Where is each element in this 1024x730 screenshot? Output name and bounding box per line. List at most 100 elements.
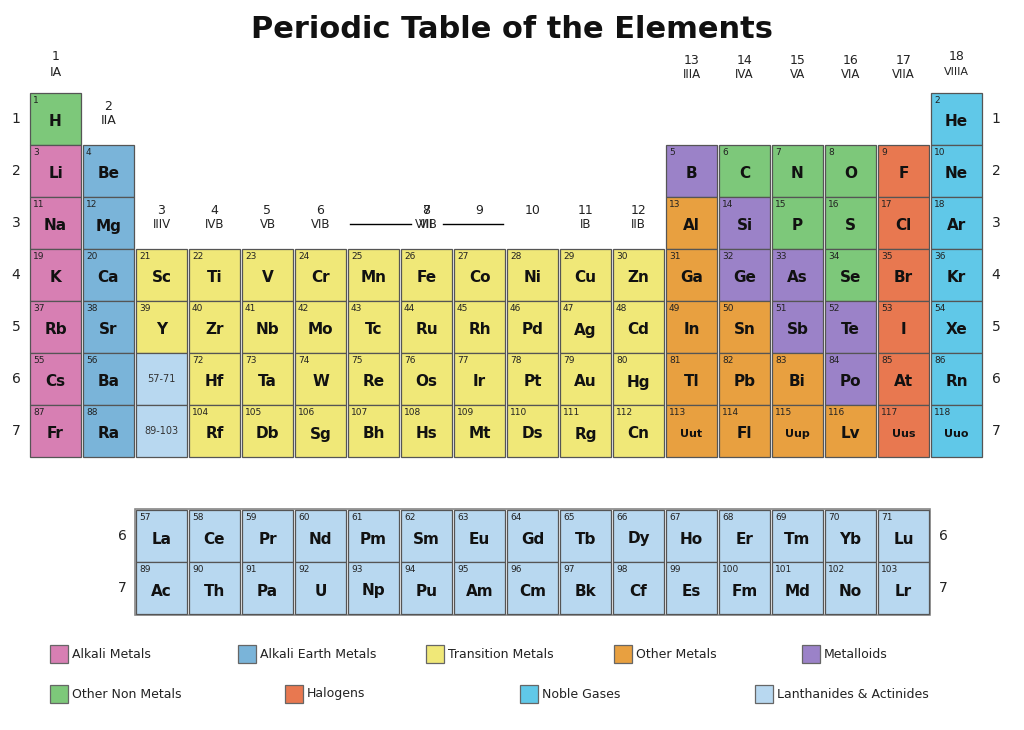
FancyBboxPatch shape: [83, 249, 134, 301]
Text: 37: 37: [33, 304, 44, 313]
Text: I: I: [901, 323, 906, 337]
Text: Fe: Fe: [417, 271, 436, 285]
Text: 59: 59: [245, 513, 256, 522]
Text: Lv: Lv: [841, 426, 860, 442]
Text: IIA: IIA: [100, 113, 117, 126]
FancyBboxPatch shape: [295, 353, 346, 405]
FancyBboxPatch shape: [825, 405, 876, 457]
FancyBboxPatch shape: [136, 301, 187, 353]
Text: Uus: Uus: [892, 429, 915, 439]
Text: 19: 19: [33, 252, 44, 261]
Text: 18: 18: [948, 50, 965, 64]
Text: 28: 28: [510, 252, 521, 261]
FancyBboxPatch shape: [136, 249, 187, 301]
FancyBboxPatch shape: [666, 145, 717, 197]
FancyBboxPatch shape: [426, 645, 444, 663]
Text: 16: 16: [828, 200, 840, 209]
Text: Alkali Metals: Alkali Metals: [72, 648, 151, 661]
Text: VIIIA: VIIIA: [944, 67, 969, 77]
Text: VB: VB: [259, 218, 275, 231]
Text: Alkali Earth Metals: Alkali Earth Metals: [260, 648, 377, 661]
Text: Uuo: Uuo: [944, 429, 969, 439]
FancyBboxPatch shape: [136, 510, 187, 562]
Text: 2: 2: [11, 164, 20, 178]
Text: 49: 49: [669, 304, 680, 313]
FancyBboxPatch shape: [878, 510, 929, 562]
FancyBboxPatch shape: [666, 405, 717, 457]
Text: 6: 6: [939, 529, 947, 543]
Text: 51: 51: [775, 304, 786, 313]
Text: S: S: [845, 218, 856, 234]
FancyBboxPatch shape: [719, 353, 770, 405]
Text: Ir: Ir: [473, 374, 486, 390]
Text: 73: 73: [245, 356, 256, 365]
FancyBboxPatch shape: [560, 405, 611, 457]
Text: 7: 7: [11, 424, 20, 438]
Text: 1: 1: [991, 112, 1000, 126]
Text: 40: 40: [193, 304, 204, 313]
Text: U: U: [314, 583, 327, 599]
FancyBboxPatch shape: [348, 353, 399, 405]
Text: Db: Db: [256, 426, 280, 442]
FancyBboxPatch shape: [666, 249, 717, 301]
Text: Cl: Cl: [895, 218, 911, 234]
FancyBboxPatch shape: [401, 510, 452, 562]
Text: 43: 43: [351, 304, 362, 313]
FancyBboxPatch shape: [507, 405, 558, 457]
FancyBboxPatch shape: [825, 249, 876, 301]
FancyBboxPatch shape: [878, 353, 929, 405]
Text: 8: 8: [828, 148, 834, 157]
Text: Bk: Bk: [574, 583, 596, 599]
Text: Pt: Pt: [523, 374, 542, 390]
Text: 98: 98: [616, 565, 628, 574]
Text: 21: 21: [139, 252, 151, 261]
Text: 114: 114: [722, 408, 739, 417]
FancyBboxPatch shape: [285, 685, 303, 703]
FancyBboxPatch shape: [401, 301, 452, 353]
Text: At: At: [894, 374, 913, 390]
FancyBboxPatch shape: [719, 145, 770, 197]
Text: 97: 97: [563, 565, 574, 574]
Text: V: V: [261, 271, 273, 285]
Text: 66: 66: [616, 513, 628, 522]
Text: 16: 16: [843, 53, 858, 66]
Text: Nb: Nb: [256, 323, 280, 337]
FancyBboxPatch shape: [348, 405, 399, 457]
Text: 4: 4: [991, 268, 1000, 282]
Text: Tc: Tc: [365, 323, 382, 337]
Text: 23: 23: [245, 252, 256, 261]
Text: 26: 26: [404, 252, 416, 261]
FancyBboxPatch shape: [83, 405, 134, 457]
Text: Mn: Mn: [360, 271, 386, 285]
Text: Rh: Rh: [468, 323, 490, 337]
Text: Lanthanides & Actinides: Lanthanides & Actinides: [777, 688, 929, 701]
Text: 35: 35: [881, 252, 893, 261]
Text: 72: 72: [193, 356, 204, 365]
Text: 25: 25: [351, 252, 362, 261]
Text: Tl: Tl: [684, 374, 699, 390]
Text: Lu: Lu: [893, 531, 913, 547]
FancyBboxPatch shape: [242, 510, 293, 562]
FancyBboxPatch shape: [878, 562, 929, 614]
Text: 5: 5: [263, 204, 271, 218]
Text: Er: Er: [735, 531, 754, 547]
FancyBboxPatch shape: [613, 301, 664, 353]
Text: 95: 95: [457, 565, 469, 574]
Text: Rf: Rf: [206, 426, 223, 442]
Text: Cu: Cu: [574, 271, 597, 285]
FancyBboxPatch shape: [560, 301, 611, 353]
Text: No: No: [839, 583, 862, 599]
Text: 11: 11: [578, 204, 593, 218]
Text: 3: 3: [33, 148, 39, 157]
Text: 38: 38: [86, 304, 97, 313]
Text: 4: 4: [211, 204, 218, 218]
Text: VIIA: VIIA: [892, 69, 914, 82]
FancyBboxPatch shape: [520, 685, 538, 703]
FancyBboxPatch shape: [83, 145, 134, 197]
Text: Zn: Zn: [628, 271, 649, 285]
Text: Nd: Nd: [309, 531, 332, 547]
Text: 76: 76: [404, 356, 416, 365]
Text: H: H: [49, 115, 61, 129]
FancyBboxPatch shape: [507, 301, 558, 353]
Text: Sb: Sb: [786, 323, 808, 337]
